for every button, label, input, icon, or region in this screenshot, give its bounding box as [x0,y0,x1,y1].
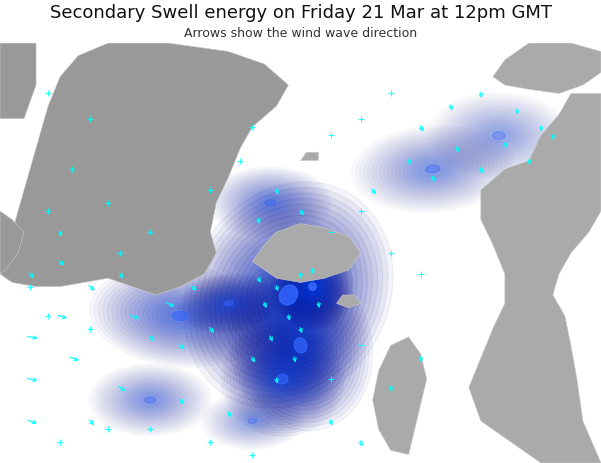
Text: Arrows show the wind wave direction: Arrows show the wind wave direction [184,27,417,40]
Ellipse shape [254,353,311,405]
Ellipse shape [235,238,342,353]
Ellipse shape [246,281,355,410]
Ellipse shape [276,248,349,325]
Ellipse shape [272,244,353,330]
Ellipse shape [218,297,239,310]
Ellipse shape [248,419,257,424]
Ellipse shape [284,257,341,317]
Ellipse shape [294,267,331,307]
Ellipse shape [260,358,305,400]
Ellipse shape [251,254,326,336]
Ellipse shape [282,254,343,319]
Ellipse shape [245,344,320,414]
Ellipse shape [266,270,311,319]
Ellipse shape [215,295,242,311]
Ellipse shape [220,299,237,308]
Ellipse shape [200,199,377,392]
Ellipse shape [240,243,337,347]
Ellipse shape [278,250,347,323]
Ellipse shape [304,277,322,296]
Ellipse shape [271,310,330,381]
Ellipse shape [278,319,323,372]
Ellipse shape [165,307,195,325]
Ellipse shape [257,356,308,402]
Ellipse shape [288,261,337,313]
Ellipse shape [288,331,313,360]
Ellipse shape [271,276,306,314]
Ellipse shape [272,369,293,388]
Ellipse shape [253,289,348,401]
Ellipse shape [152,300,209,332]
Ellipse shape [260,298,341,393]
Ellipse shape [243,277,358,414]
Ellipse shape [251,350,314,408]
Ellipse shape [156,302,204,330]
Ellipse shape [225,226,352,364]
Ellipse shape [255,260,322,331]
Ellipse shape [220,221,357,369]
Ellipse shape [426,165,440,173]
Ellipse shape [281,323,320,368]
Ellipse shape [230,232,347,358]
Ellipse shape [189,188,388,403]
Ellipse shape [306,280,319,294]
Ellipse shape [266,364,299,394]
Ellipse shape [279,252,346,321]
Ellipse shape [297,271,328,302]
Ellipse shape [172,312,188,320]
Ellipse shape [290,263,335,311]
Ellipse shape [269,367,296,391]
Ellipse shape [257,294,344,397]
Ellipse shape [291,265,334,308]
Ellipse shape [147,298,213,335]
Ellipse shape [145,397,156,403]
Ellipse shape [249,285,352,406]
Ellipse shape [264,302,337,389]
Ellipse shape [138,293,222,339]
Ellipse shape [300,273,325,300]
Ellipse shape [277,374,288,384]
Ellipse shape [263,361,302,397]
Ellipse shape [492,131,505,139]
Ellipse shape [296,269,329,304]
Ellipse shape [248,347,317,411]
Ellipse shape [279,285,297,305]
Ellipse shape [309,283,316,290]
Ellipse shape [210,210,367,381]
Ellipse shape [285,327,316,364]
Ellipse shape [224,301,233,306]
Ellipse shape [267,306,334,385]
Ellipse shape [215,215,362,375]
Ellipse shape [194,193,383,397]
Ellipse shape [302,275,323,298]
Ellipse shape [143,295,218,337]
Ellipse shape [285,258,340,315]
Ellipse shape [160,305,200,327]
Ellipse shape [275,314,326,376]
Ellipse shape [261,265,316,325]
Ellipse shape [265,200,276,206]
Text: Secondary Swell energy on Friday 21 Mar at 12pm GMT: Secondary Swell energy on Friday 21 Mar … [49,4,552,22]
Ellipse shape [204,204,373,386]
Ellipse shape [273,246,352,327]
Ellipse shape [294,338,307,353]
Ellipse shape [245,249,332,342]
